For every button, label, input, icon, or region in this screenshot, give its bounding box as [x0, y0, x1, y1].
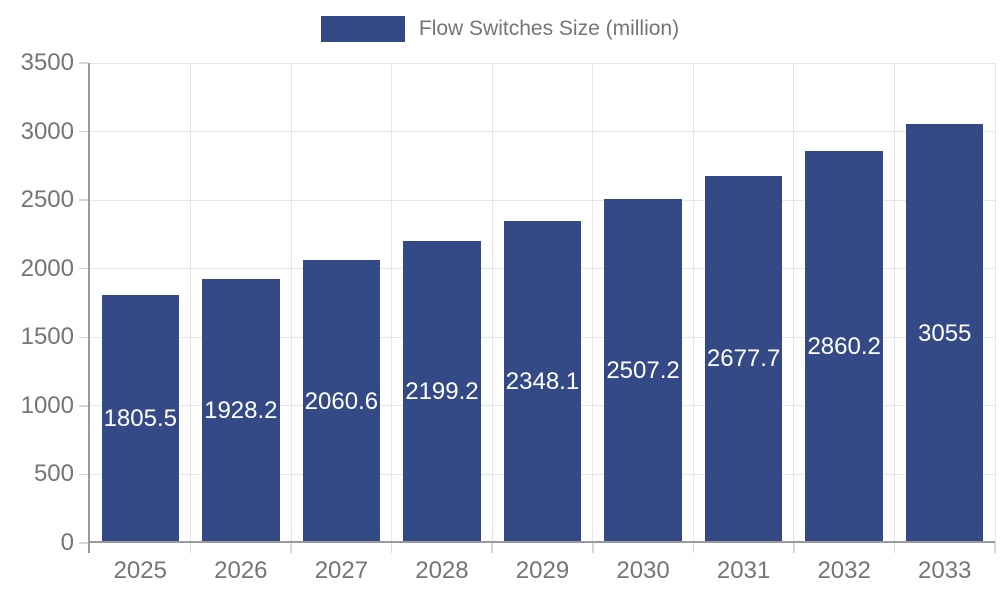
x-tick-mark	[994, 543, 996, 553]
x-axis-tick-label: 2025	[113, 557, 167, 584]
x-tick-mark	[290, 543, 292, 553]
x-gridline	[592, 63, 594, 543]
bar-value-label: 2860.2	[807, 332, 881, 360]
bar-value-label: 2507.2	[606, 357, 680, 385]
bar-value-label: 2677.7	[706, 345, 781, 373]
x-axis-tick-label: 2031	[716, 557, 771, 584]
x-axis-tick-label: 2032	[817, 557, 871, 584]
x-axis-tick-label: 2033	[918, 557, 972, 584]
bar: 3055	[906, 124, 984, 543]
x-tick-mark	[491, 543, 493, 553]
bar: 1928.2	[202, 278, 280, 543]
x-tick-mark	[390, 543, 393, 553]
x-tick-mark	[893, 543, 896, 553]
x-axis-tick-label: 2027	[314, 557, 369, 584]
bar: 2199.2	[403, 241, 481, 543]
bar: 2860.2	[805, 150, 883, 543]
bar: 2060.6	[302, 260, 381, 543]
y-tick-mark	[79, 62, 88, 64]
y-gridline	[90, 131, 995, 133]
legend: Flow Switches Size (million)	[0, 16, 1000, 42]
y-axis-tick-label: 0	[60, 529, 74, 556]
y-axis-tick-label: 2000	[20, 254, 74, 282]
plot-area: 0 500 1000 1500 2000 2500 3000 3500 1805.5 2025 19…	[21, 49, 996, 584]
bar-value-label: 3055	[918, 319, 972, 347]
y-tick-mark	[79, 542, 88, 544]
bar-value-label: 2060.6	[304, 387, 379, 415]
y-tick-mark	[79, 473, 88, 476]
y-axis-tick-label: 1000	[20, 391, 74, 419]
y-tick-mark	[79, 405, 88, 407]
x-tick-mark	[692, 543, 695, 553]
y-axis-tick-label: 2500	[20, 186, 74, 214]
x-tick-mark	[189, 543, 192, 553]
x-tick-mark	[592, 543, 594, 553]
bar: 1805.5	[101, 295, 179, 543]
y-axis-tick-label: 1500	[20, 323, 74, 351]
legend-item[interactable]: Flow Switches Size (million)	[320, 16, 680, 42]
y-gridline	[90, 199, 995, 201]
bar-value-label: 2348.1	[505, 367, 580, 395]
x-axis-tick-label: 2026	[214, 557, 268, 584]
x-axis-line	[88, 541, 995, 543]
x-gridline	[692, 63, 694, 543]
x-gridline	[391, 63, 393, 543]
x-axis-tick-label: 2030	[616, 557, 670, 584]
y-tick-mark	[79, 336, 88, 339]
legend-swatch	[320, 16, 405, 42]
x-gridline	[491, 63, 493, 543]
x-axis-tick-label: 2028	[415, 557, 469, 584]
bar-value-label: 2199.2	[405, 378, 479, 406]
bar: 2677.7	[704, 175, 783, 543]
y-axis-tick-label: 500	[33, 460, 74, 488]
x-gridline	[893, 63, 895, 543]
y-axis-tick-label: 3000	[20, 117, 74, 145]
legend-label: Flow Switches Size (million)	[418, 17, 680, 40]
y-tick-mark	[79, 199, 88, 201]
y-axis-tick-label: 3500	[20, 49, 74, 76]
y-gridline	[90, 62, 995, 64]
x-gridline	[793, 63, 795, 543]
y-tick-mark	[79, 267, 88, 270]
x-gridline	[290, 63, 292, 543]
x-tick-mark	[793, 543, 795, 553]
bar-value-label: 1805.5	[103, 405, 177, 433]
bar: 2348.1	[503, 220, 582, 543]
x-gridline	[994, 63, 996, 543]
bar: 2507.2	[604, 199, 682, 543]
bar-value-label: 1928.2	[204, 396, 278, 424]
y-axis-line	[88, 63, 90, 553]
y-tick-mark	[79, 130, 88, 133]
x-axis-tick-label: 2029	[515, 557, 570, 584]
x-gridline	[190, 63, 192, 543]
